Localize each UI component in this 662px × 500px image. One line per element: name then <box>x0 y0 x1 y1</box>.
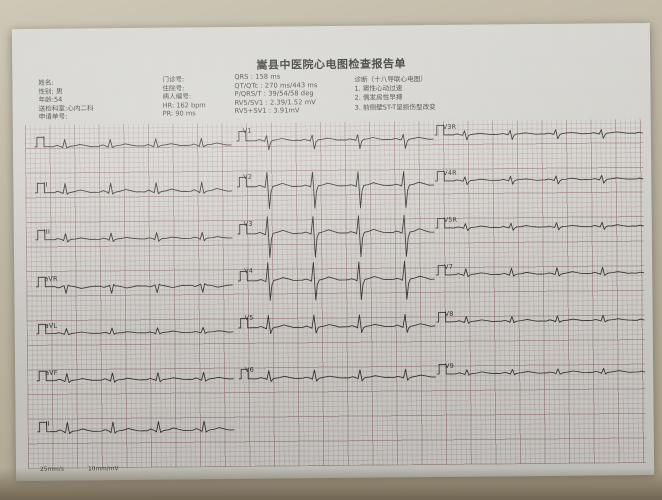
page-title: 嵩县中医院心电图检查报告单 <box>256 57 407 72</box>
ecg-trace-V7 <box>435 264 647 278</box>
lead-label-aVL: aVL <box>44 321 58 330</box>
ecg-traces <box>25 119 647 469</box>
ecg-trace-aVR <box>35 276 233 294</box>
lead-label-V5: V5 <box>244 313 254 322</box>
lead-label-aVF: aVF <box>45 368 58 377</box>
outpatient-no: 门诊号: <box>162 75 185 84</box>
lead-label-V3R: V3R <box>442 122 457 131</box>
lead-label-V9: V9 <box>445 361 454 370</box>
lead-label-V4R: V4R <box>443 168 457 177</box>
lead-label-III: III <box>43 227 51 236</box>
measurement-block: QRS : 158 ms QT/QTc : 270 ms/443 ms P/QR… <box>234 72 317 116</box>
ecg-waveform-svg <box>34 125 647 435</box>
ecg-trace-V3 <box>237 214 435 258</box>
ecg-trace-I <box>34 136 232 149</box>
ecg-trace-V6 <box>238 368 436 382</box>
measure-rv5-sv1: RV5/SV1 : 2.39/1.52 mV <box>234 97 316 107</box>
lead-label-aVR: aVR <box>44 274 58 283</box>
ecg-trace-II <box>34 181 233 195</box>
ecg-trace-II <box>37 420 235 435</box>
patient-info-block: 姓名: 性别: 男 年龄:54 送检科室:心内二科 申请单号: <box>38 78 93 122</box>
ecg-trace-V2 <box>236 170 434 210</box>
identifier-block: 门诊号: 住院号: 病人编号: HR: 162 bpm PR: 90 ms <box>162 75 206 118</box>
lead-label-II: II <box>43 180 48 189</box>
diagnosis-block: 诊断（十八导联心电图） 1. 窦性心动过速 2. 偶发房性早搏 3. 前侧壁ST… <box>354 75 435 113</box>
ecg-trace-V5 <box>238 313 436 335</box>
ecg-trace-V1 <box>236 130 434 151</box>
ecg-trace-V4R <box>434 171 647 186</box>
lead-label-V1: V1 <box>242 126 252 135</box>
lead-label-V4: V4 <box>244 266 254 275</box>
patient-request-no: 申请单号: <box>38 112 68 122</box>
ecg-trace-V4 <box>237 260 435 301</box>
ecg-trace-aVF <box>36 370 234 383</box>
lead-label-V6: V6 <box>245 365 255 374</box>
ecg-chart: I II III aVR aVL aVF II V1 V2 V3 V4 V5 V… <box>24 119 647 469</box>
lead-label-V8: V8 <box>444 309 454 318</box>
ecg-trace-V5R <box>435 218 647 232</box>
diagnosis-item-3: 3. 前侧壁ST-T呈损伤型改变 <box>354 102 436 112</box>
lead-label-V7: V7 <box>444 262 454 271</box>
patient-no: 病人编号: <box>162 92 192 101</box>
lead-label-II-rhythm: II <box>45 419 50 428</box>
heart-rate-value: HR: 162 bpm <box>162 100 206 110</box>
measure-rv5-plus-sv1: RV5+SV1 : 3.91mV <box>234 106 300 116</box>
pr-interval-value: PR: 90 ms <box>162 109 196 119</box>
ecg-trace-III <box>35 229 233 243</box>
lead-label-V2: V2 <box>243 172 253 181</box>
ecg-trace-aVL <box>36 323 234 336</box>
ecg-trace-V3R <box>434 125 647 141</box>
desk-shadow <box>0 468 662 500</box>
lead-label-V3: V3 <box>243 219 253 228</box>
lead-label-I: I <box>42 134 46 143</box>
ecg-trace-V8 <box>436 311 647 324</box>
lead-label-V5R: V5R <box>443 215 458 224</box>
ecg-trace-V9 <box>436 363 647 376</box>
report-sheet: 嵩县中医院心电图检查报告单 姓名: 性别: 男 年龄:54 送检科室:心内二科 … <box>11 22 655 482</box>
